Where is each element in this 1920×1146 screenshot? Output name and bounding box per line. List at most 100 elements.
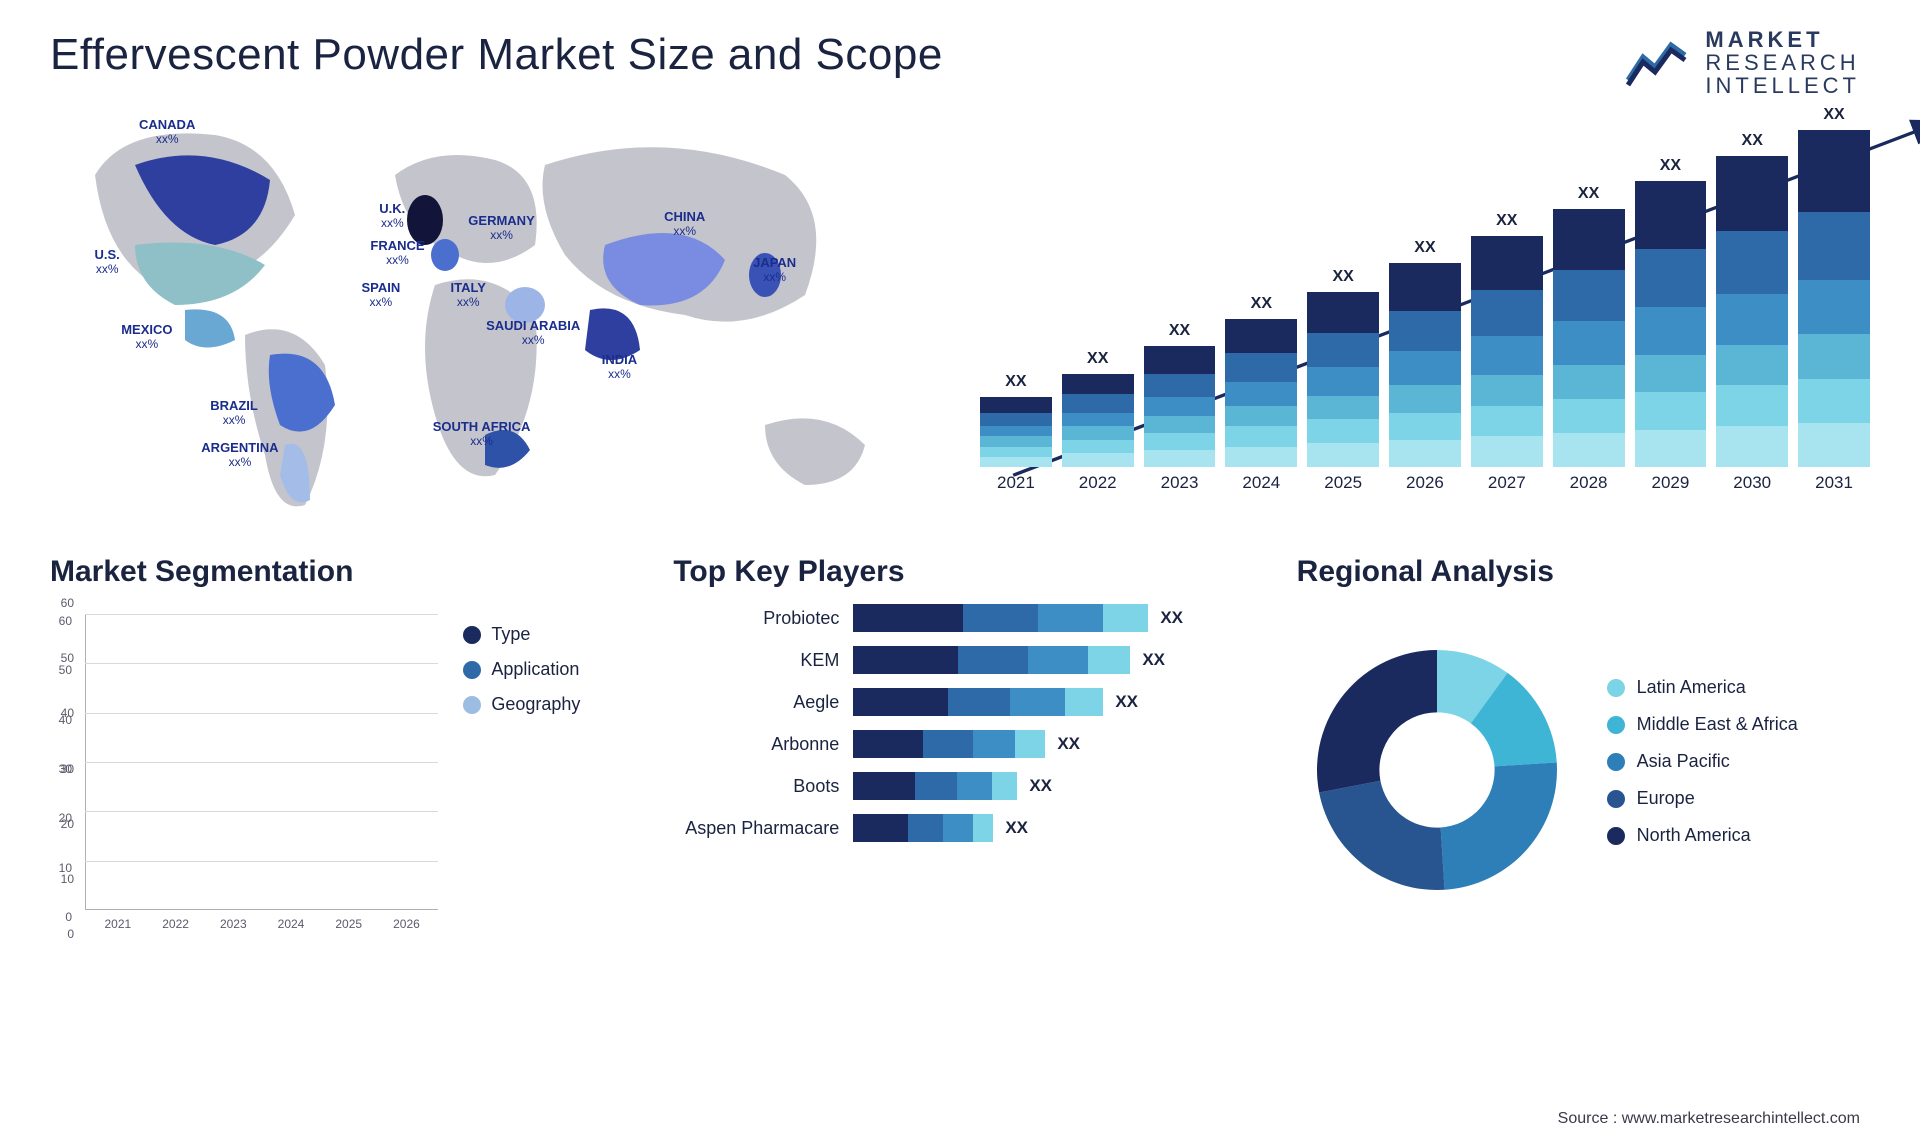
growth-bar-segment [1307,419,1379,443]
player-bar-segment [853,688,948,716]
player-bar-segment [923,730,973,758]
seg-gridline [85,762,438,763]
growth-bar-segment [1144,374,1216,398]
seg-gridline [85,861,438,862]
growth-bar-year: 2023 [1161,473,1199,493]
page-title: Effervescent Powder Market Size and Scop… [50,30,1870,80]
growth-bar-2025: XX2025 [1307,292,1379,493]
map-label-south-africa: SOUTH AFRICAxx% [433,420,531,449]
regional-legend-item: North America [1607,825,1798,846]
player-bar-segment [973,730,1015,758]
growth-bar-segment [1716,156,1788,231]
growth-bar-segment [1471,336,1543,375]
growth-bar-2021: XX2021 [980,397,1052,493]
player-bar-segment [943,814,973,842]
growth-bar-segment [980,436,1052,446]
seg-gridline [85,614,438,615]
player-bar-segment [958,646,1028,674]
growth-bar-segment [1553,209,1625,270]
segmentation-legend: TypeApplicationGeography [463,604,623,935]
growth-bar-2024: XX2024 [1225,319,1297,493]
growth-bar-segment [1225,406,1297,426]
player-row: BootsXX [673,772,1246,800]
growth-bar-label: XX [1307,268,1379,286]
growth-bar-segment [1471,406,1543,437]
growth-bar-segment [1389,440,1461,467]
segmentation-chart: 202120222023202420252026 010203040506001… [50,604,438,935]
segmentation-title: Market Segmentation [50,555,623,589]
donut-slice [1440,762,1556,889]
growth-bar-segment [1798,130,1870,212]
growth-bar-segment [1553,365,1625,399]
growth-bar-segment [1635,181,1707,249]
growth-bar-segment [1798,379,1870,423]
growth-bar-segment [1144,397,1216,416]
map-label-u-s-: U.S.xx% [95,248,120,277]
seg-ytick: 30 [59,762,78,776]
map-label-argentina: ARGENTINAxx% [201,441,278,470]
growth-bar-segment [1225,319,1297,353]
player-bar-segment [1088,646,1130,674]
growth-bar-segment [1062,453,1134,467]
growth-bar-segment [1307,396,1379,420]
growth-bar-2030: XX2030 [1716,156,1788,493]
seg-gridline [85,811,438,812]
growth-bar-segment [1798,334,1870,378]
player-value: XX [1005,818,1028,838]
seg-ytick: 0 [67,927,80,941]
growth-bar-segment [1553,321,1625,365]
player-bar-segment [1015,730,1045,758]
growth-bar-label: XX [1225,295,1297,313]
growth-bar-label: XX [1471,212,1543,230]
growth-bar-segment [1389,351,1461,385]
growth-bar-segment [1798,212,1870,280]
seg-bar-year: 2021 [105,917,132,931]
growth-bar-segment [1144,346,1216,373]
seg-bar-year: 2023 [220,917,247,931]
growth-bar-segment [1144,450,1216,467]
seg-legend-item: Application [463,659,623,680]
world-map-panel: CANADAxx%U.S.xx%MEXICOxx%BRAZILxx%ARGENT… [50,105,940,525]
seg-bar-year: 2022 [162,917,189,931]
map-label-saudi-arabia: SAUDI ARABIAxx% [486,319,580,348]
player-bar-segment [1065,688,1103,716]
growth-bar-segment [1471,436,1543,467]
growth-bar-segment [980,447,1052,457]
growth-bar-segment [1716,231,1788,294]
regional-panel: Regional Analysis Latin AmericaMiddle Ea… [1297,555,1870,935]
growth-bar-2022: XX2022 [1062,374,1134,494]
segmentation-panel: Market Segmentation 20212022202320242025… [50,555,623,935]
logo-text: MARKET RESEARCH INTELLECT [1705,28,1860,97]
growth-bar-label: XX [1716,132,1788,150]
players-panel: Top Key Players ProbiotecXXKEMXXAegleXXA… [673,555,1246,935]
player-value: XX [1057,734,1080,754]
player-name: KEM [673,650,853,671]
player-bar-segment [1010,688,1065,716]
regional-title: Regional Analysis [1297,555,1870,589]
seg-gridline [85,663,438,664]
seg-ytick: 40 [59,713,78,727]
player-bar [853,730,1045,758]
growth-bar-segment [980,413,1052,427]
growth-bar-year: 2025 [1324,473,1362,493]
player-bar-segment [853,814,908,842]
growth-bar-segment [1389,311,1461,352]
growth-bar-label: XX [1798,106,1870,124]
player-name: Arbonne [673,734,853,755]
growth-bar-year: 2022 [1079,473,1117,493]
growth-bar-year: 2031 [1815,473,1853,493]
player-row: AegleXX [673,688,1246,716]
growth-bar-year: 2028 [1570,473,1608,493]
player-value: XX [1160,608,1183,628]
growth-bar-segment [1716,345,1788,386]
player-bar [853,604,1148,632]
growth-bar-segment [1307,333,1379,367]
growth-bar-segment [1062,426,1134,440]
seg-bar-year: 2025 [335,917,362,931]
world-map [50,105,940,525]
player-bar [853,646,1130,674]
seg-legend-item: Geography [463,694,623,715]
player-bar-segment [853,772,915,800]
growth-bar-segment [1553,433,1625,467]
growth-bar-segment [1225,447,1297,467]
